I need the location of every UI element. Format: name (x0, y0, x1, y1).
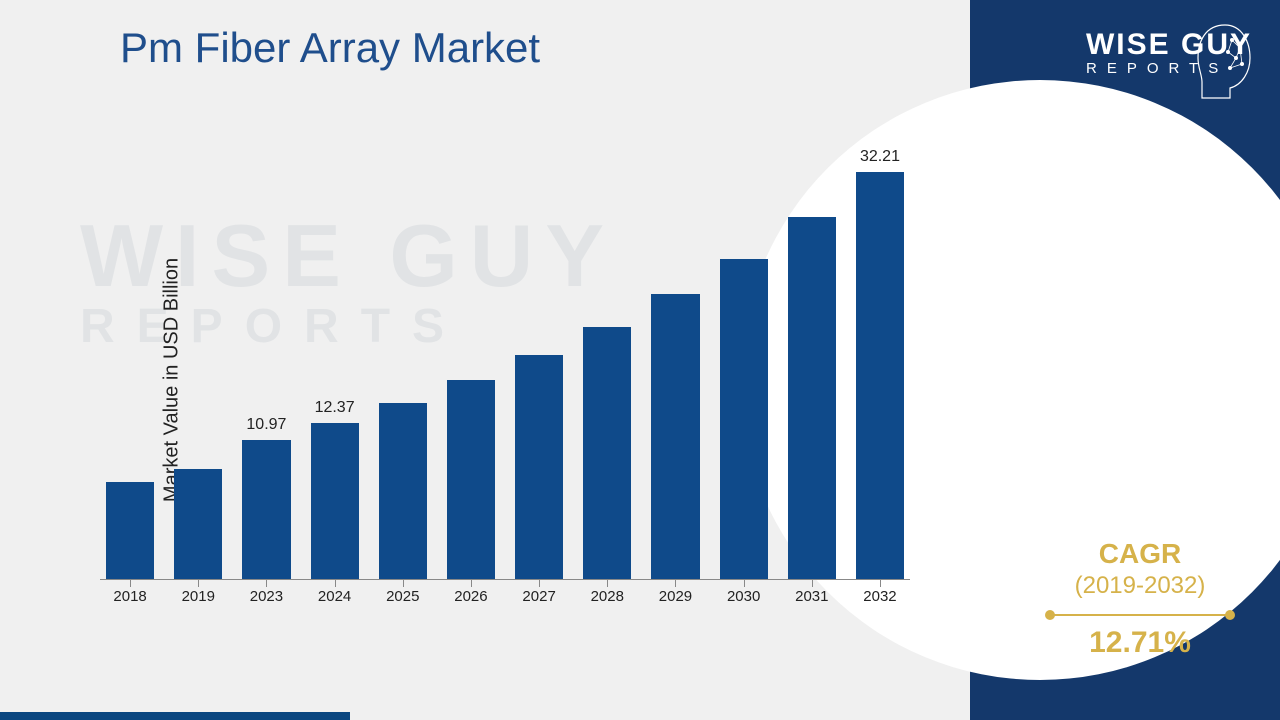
bar-value-label: 32.21 (860, 148, 900, 166)
bar-wrap (174, 469, 222, 579)
bar-wrap (447, 380, 495, 579)
bar (788, 217, 836, 579)
bar (379, 403, 427, 579)
bar-wrap (106, 482, 154, 579)
bar (447, 380, 495, 579)
bar-wrap: 32.21 (856, 172, 904, 579)
cagr-value: 12.71% (1050, 626, 1230, 660)
cagr-divider (1050, 614, 1230, 616)
bar-wrap: 10.97 (242, 440, 290, 579)
bar-wrap (583, 327, 631, 579)
x-axis-label: 2030 (720, 580, 768, 610)
bar (583, 327, 631, 579)
x-axis-label: 2019 (174, 580, 222, 610)
bar (311, 423, 359, 579)
bar (856, 172, 904, 579)
x-axis-labels: 2018 2019 2023 2024 2025 2026 2027 2028 2029 2030… (100, 580, 910, 610)
bar (106, 482, 154, 579)
bar (515, 355, 563, 579)
x-axis-label: 2025 (379, 580, 427, 610)
x-axis-label: 2023 (242, 580, 290, 610)
bars-row: 10.97 12.37 32.21 (100, 150, 910, 579)
bar-wrap (515, 355, 563, 579)
bar-wrap (379, 403, 427, 579)
x-axis-label: 2024 (311, 580, 359, 610)
x-axis-label: 2027 (515, 580, 563, 610)
bar-wrap (651, 294, 699, 579)
chart-title: Pm Fiber Array Market (120, 24, 540, 72)
logo-head-icon (1190, 20, 1260, 100)
x-axis-label: 2026 (447, 580, 495, 610)
bar-wrap (720, 259, 768, 579)
plot-area: 10.97 12.37 32.21 (100, 150, 910, 580)
x-axis-label: 2028 (583, 580, 631, 610)
x-axis-label: 2031 (788, 580, 836, 610)
bottom-accent-bar (0, 712, 350, 720)
cagr-title: CAGR (1050, 538, 1230, 570)
bar-value-label: 10.97 (246, 416, 286, 434)
cagr-range: (2019-2032) (1050, 572, 1230, 600)
bar (174, 469, 222, 579)
bar-value-label: 12.37 (315, 399, 355, 417)
bar (651, 294, 699, 579)
bar-chart: Market Value in USD Billion 10.9712.3732… (80, 150, 910, 610)
bar (242, 440, 290, 579)
bar (720, 259, 768, 579)
x-axis-label: 2029 (651, 580, 699, 610)
cagr-box: CAGR (2019-2032) 12.71% (1050, 538, 1230, 660)
x-axis-label: 2032 (856, 580, 904, 610)
bar-wrap (788, 217, 836, 579)
x-axis-label: 2018 (106, 580, 154, 610)
bar-wrap: 12.37 (311, 423, 359, 579)
